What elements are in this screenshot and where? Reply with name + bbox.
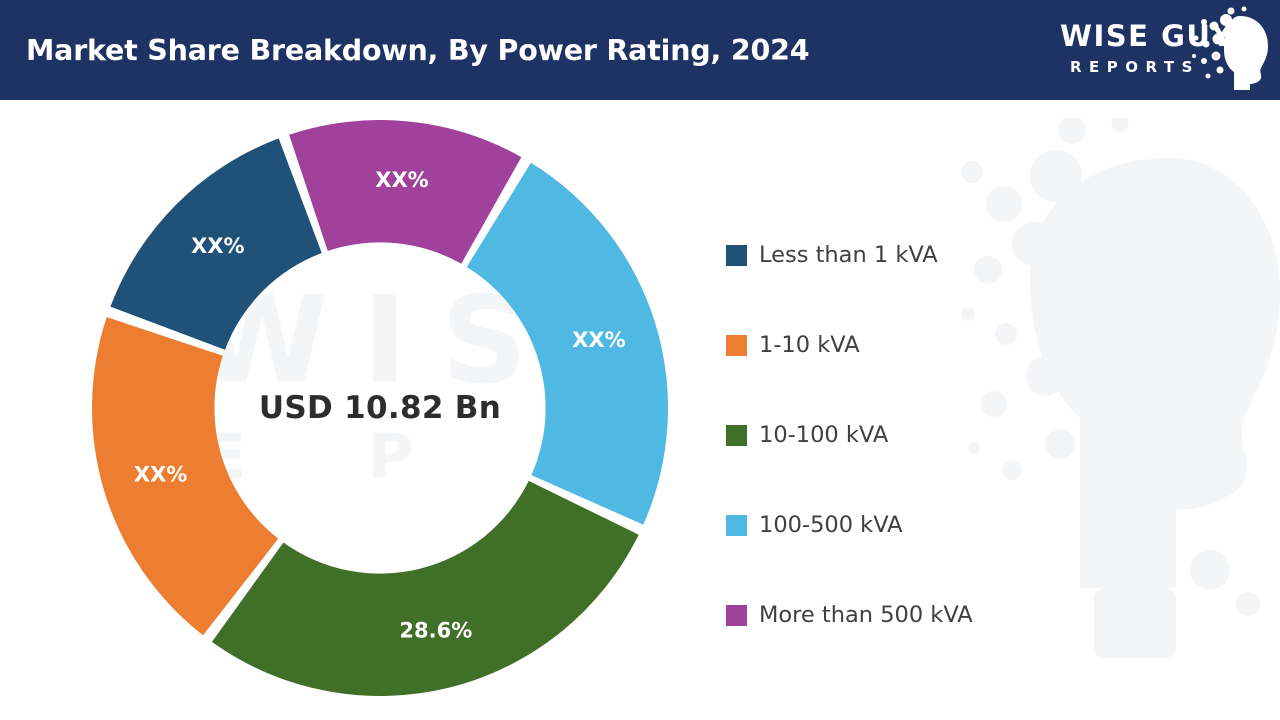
- page-header: Market Share Breakdown, By Power Rating,…: [0, 0, 1280, 100]
- legend-item[interactable]: 100-500 kVA: [726, 510, 1156, 540]
- donut-slice-label: XX%: [134, 462, 187, 486]
- legend-item-label: 1-10 kVA: [759, 332, 860, 358]
- legend-swatch-icon: [726, 244, 747, 266]
- donut-slice[interactable]: [289, 120, 522, 264]
- page-title: Market Share Breakdown, By Power Rating,…: [26, 33, 810, 67]
- legend-swatch-icon: [726, 424, 747, 446]
- donut-slice-label: 28.6%: [399, 618, 472, 642]
- legend-item-label: More than 500 kVA: [759, 602, 973, 628]
- donut-slice[interactable]: [110, 138, 322, 350]
- legend-swatch-icon: [726, 334, 747, 356]
- donut-slice-label: XX%: [375, 168, 428, 192]
- legend-item-label: 100-500 kVA: [759, 512, 903, 538]
- legend-swatch-icon: [726, 604, 747, 626]
- legend-item[interactable]: 1-10 kVA: [726, 330, 1156, 360]
- donut-slice[interactable]: [92, 317, 279, 636]
- legend-item[interactable]: 10-100 kVA: [726, 420, 1156, 450]
- logo-text-wiseguy: WISE GUY: [1060, 19, 1234, 53]
- chart-legend: Less than 1 kVA 1-10 kVA 10-100 kVA 100-500…: [726, 240, 1156, 630]
- legend-swatch-icon: [726, 514, 747, 536]
- donut-slices: [92, 120, 668, 696]
- donut-slice[interactable]: [211, 480, 639, 696]
- logo-text-reports: REPORTS: [1070, 58, 1200, 76]
- donut-slice-labels: XX% XX% 28.6% XX% XX%: [134, 168, 626, 643]
- donut-slice-label: XX%: [191, 234, 244, 258]
- donut-slice[interactable]: [466, 162, 668, 525]
- donut-chart-svg: XX% XX% 28.6% XX% XX%: [92, 120, 668, 696]
- wise-guy-reports-logo: WISE GUY REPORTS: [1060, 6, 1268, 90]
- legend-item[interactable]: More than 500 kVA: [726, 600, 1156, 630]
- donut-chart: XX% XX% 28.6% XX% XX% USD 10.82 Bn: [92, 120, 668, 696]
- legend-item[interactable]: Less than 1 kVA: [726, 240, 1156, 270]
- legend-item-label: Less than 1 kVA: [759, 242, 938, 268]
- legend-item-label: 10-100 kVA: [759, 422, 889, 448]
- logo-head-glyph: [1192, 6, 1268, 90]
- donut-slice-label: XX%: [572, 328, 625, 352]
